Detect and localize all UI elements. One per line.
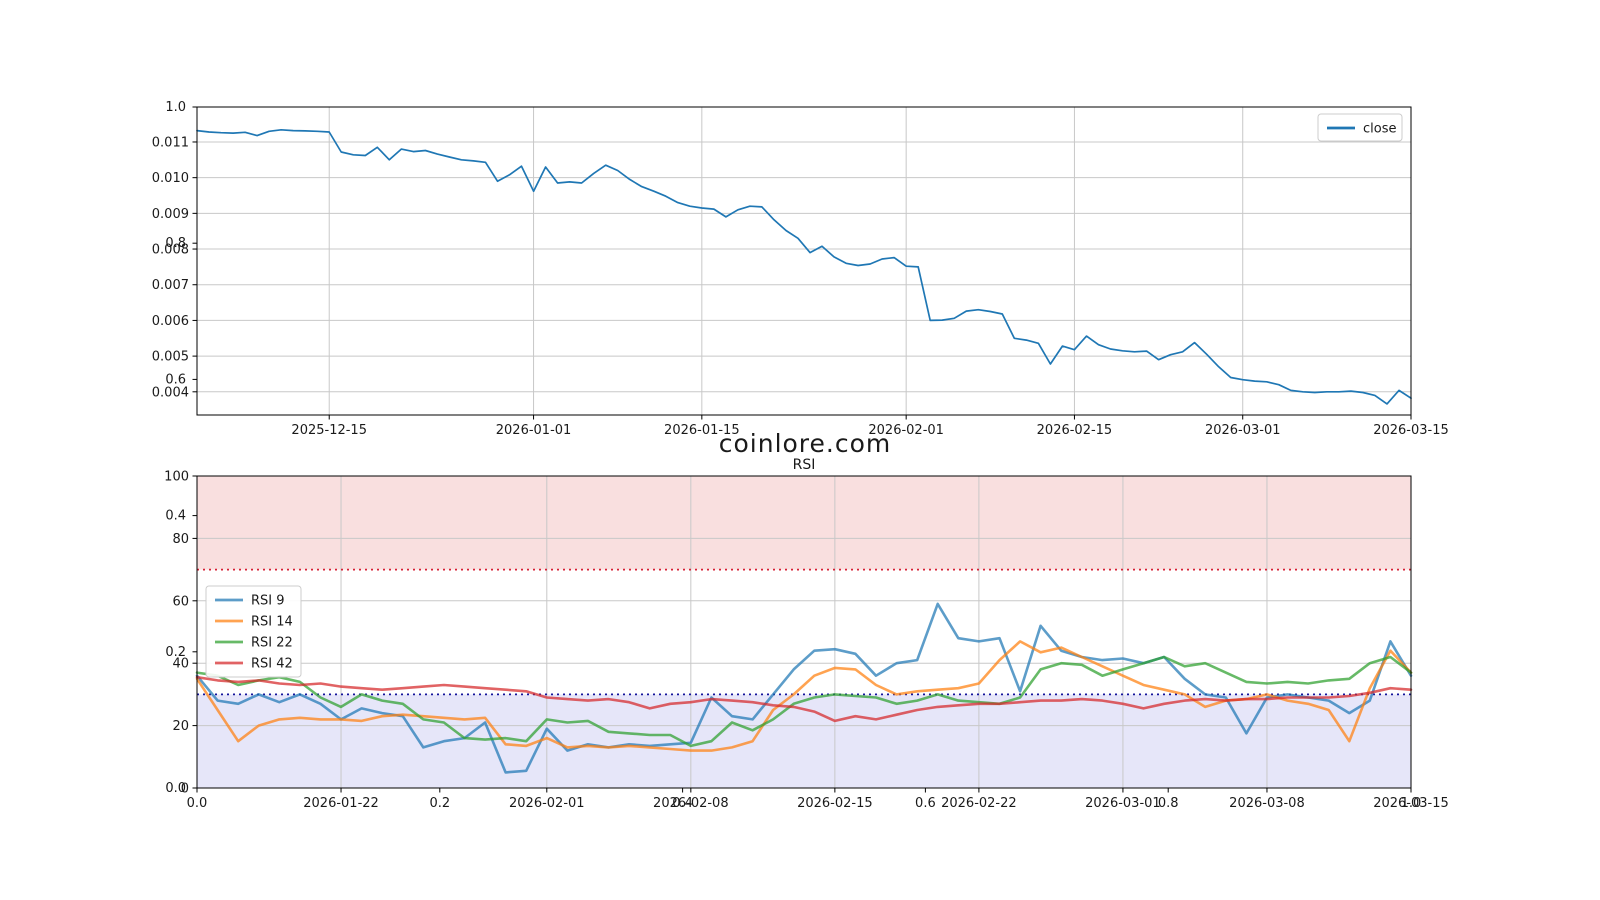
y-tick-label: 60 [172,594,189,609]
legend-box [1317,113,1403,142]
legend-label: close [1363,122,1396,137]
overlay-y-tick-label: 0.6 [165,372,186,387]
rsi-chart: 0 20 40 60 80 100 2026-01-22 2026-02-01 2026-02-… [164,457,1449,811]
x-tick-label: 2026-02-01 [509,796,585,811]
overlay-x-tick-label: 0.6 [915,796,936,811]
overlay-x-tick-label: 0.4 [672,796,693,811]
plot-border [196,475,1412,789]
watermark-group: coinlore.com [719,429,892,458]
close-line [196,128,1412,405]
legend-label: RSI 22 [251,636,293,651]
y-tick-label: 40 [172,657,189,672]
overlay-axis: 1.0 0.8 0.6 0.4 0.2 0.00.0 0.2 0.4 0.6 0.8 1.0 [165,100,1421,811]
x-tick-label: 2026-02-01 [868,423,944,438]
legend-label: RSI 14 [251,615,293,630]
plot-border [196,106,1412,416]
overbought-band [197,476,1411,570]
overlay-y-tick-label: 0.4 [165,509,186,524]
x-tick-label: 2026-02-15 [797,796,873,811]
x-tick-label: 2026-01-15 [664,423,740,438]
rsi-22-line [195,655,1413,748]
x-tick-label: 2026-03-01 [1205,423,1281,438]
overlay-x-tick-label: 0.0 [187,796,208,811]
gridlines [197,107,1412,415]
x-tick-label: 2026-01-22 [303,796,379,811]
legend-label: RSI 9 [251,594,285,609]
rsi-42-line [195,675,1413,723]
x-tick-label: 2026-02-15 [1037,423,1113,438]
y-tick-label: 0.006 [152,314,189,329]
overlay-x-tick-label: 0.8 [1158,796,1179,811]
y-tick-label: 0.009 [152,207,189,222]
overlay-x-tick-label: 1.0 [1401,796,1422,811]
legend-label: RSI 42 [251,657,293,672]
y-tick-label: 0.008 [152,243,189,258]
y-tick-label: 0.005 [152,350,189,365]
y-tick-label: 0.011 [152,135,189,150]
x-tick-label: 2026-02-22 [941,796,1017,811]
overlay-y-tick-label: 0.2 [165,645,186,660]
legend-box [205,585,302,678]
y-tick-label: 0.010 [152,171,189,186]
x-tick-label: 2026-03-01 [1085,796,1161,811]
y-tick-label: 0 [181,782,189,797]
y-tick-label: 100 [164,470,189,485]
x-tick-label: 2026-03-15 [1373,423,1449,438]
overlay-y-tick-label: 1.0 [165,100,186,115]
x-tick-label: 2025-12-15 [291,423,367,438]
y-tick-label: 20 [172,719,189,734]
watermark: coinlore.com [719,429,892,458]
legend: close [1317,113,1403,142]
price-chart: 0.004 0.005 0.006 0.007 0.008 0.009 0.010 0.011… [152,106,1449,438]
overlay-y-tick-label: 0.0 [165,781,186,796]
rsi-14-line [195,640,1413,752]
y-tick-label: 0.007 [152,278,189,293]
y-tick-label: 0.004 [152,385,189,400]
x-tick-label: 2026-03-15 [1373,796,1449,811]
x-tick-label: 2026-03-08 [1229,796,1305,811]
overlay-y-tick-label: 0.8 [165,236,186,251]
chart-title: RSI [793,457,816,473]
x-tick-label: 2026-02-08 [653,796,729,811]
x-tick-label: 2026-01-01 [496,423,572,438]
legend: RSI 9 RSI 14 RSI 22 RSI 42 [205,585,302,678]
overlay-x-tick-label: 0.2 [429,796,450,811]
y-tick-label: 80 [172,532,189,547]
